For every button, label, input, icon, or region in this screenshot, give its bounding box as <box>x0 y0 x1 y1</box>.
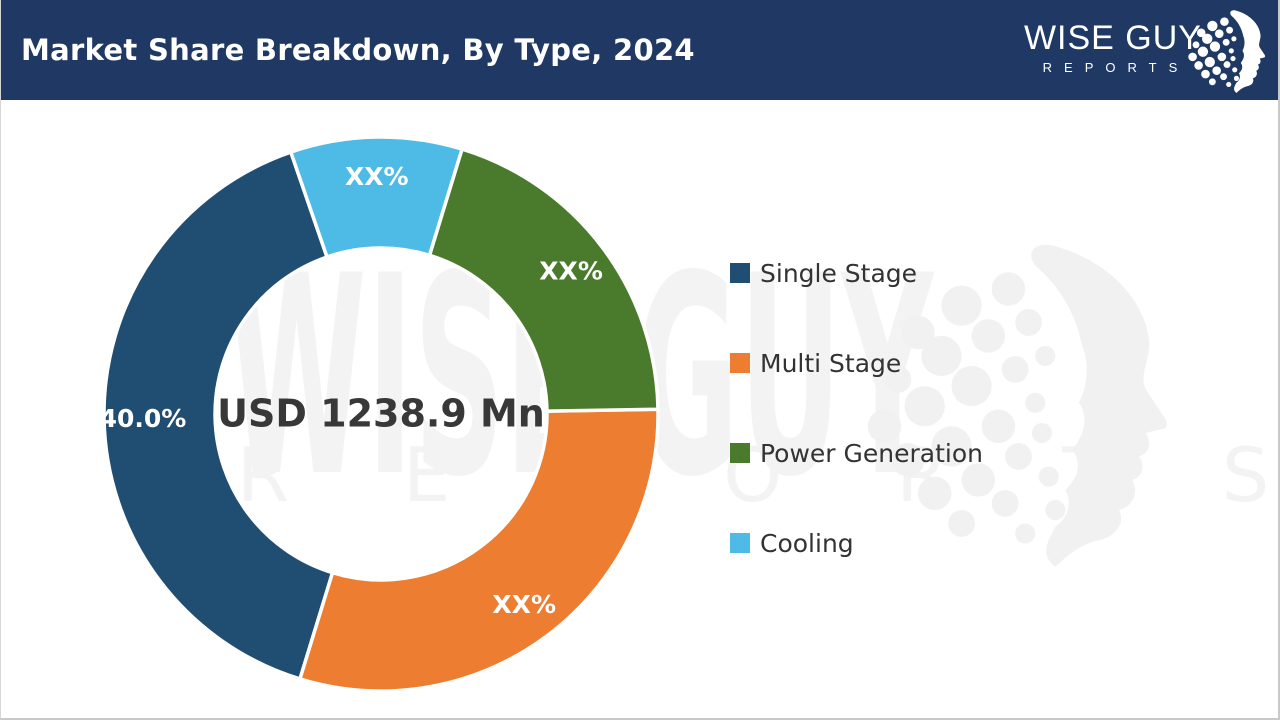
donut-slice-power-generation <box>427 147 660 413</box>
donut-slice-cooling <box>289 135 464 259</box>
legend-label: Power Generation <box>760 438 983 468</box>
legend-item-single-stage: Single Stage <box>730 259 983 288</box>
legend-swatch-multi-stage <box>730 353 750 373</box>
slice-value-label: XX% <box>492 590 556 619</box>
legend-label: Cooling <box>760 528 854 558</box>
wiseguy-logo: WISE GUY REPORTS <box>1024 4 1270 96</box>
legend-swatch-power-generation <box>730 443 750 463</box>
legend-item-multi-stage: Multi Stage <box>730 349 983 378</box>
legend-label: Multi Stage <box>760 348 902 378</box>
donut-center-value: USD 1238.9 Mn <box>217 391 545 435</box>
legend-item-power-generation: Power Generation <box>730 439 983 468</box>
legend-label: Single Stage <box>760 258 918 288</box>
chart-legend: Single Stage Multi Stage Power Generatio… <box>730 259 983 623</box>
chart-title: Market Share Breakdown, By Type, 2024 <box>21 33 695 67</box>
slice-value-label: 40.0% <box>100 404 187 433</box>
donut-slice-single-stage <box>102 150 335 681</box>
header-bar: Market Share Breakdown, By Type, 2024 WI… <box>1 0 1278 100</box>
legend-swatch-cooling <box>730 533 750 553</box>
wiseguy-logo-line1: WISE GUY <box>1023 19 1202 57</box>
legend-item-cooling: Cooling <box>730 529 983 558</box>
wiseguy-logo-line2: REPORTS <box>1042 60 1190 75</box>
slice-value-label: XX% <box>345 162 409 191</box>
legend-swatch-single-stage <box>730 263 750 283</box>
wiseguy-logo-text: WISE GUY REPORTS <box>1024 19 1202 75</box>
donut-slice-multi-stage <box>298 407 660 693</box>
slice-value-label: XX% <box>539 257 603 286</box>
